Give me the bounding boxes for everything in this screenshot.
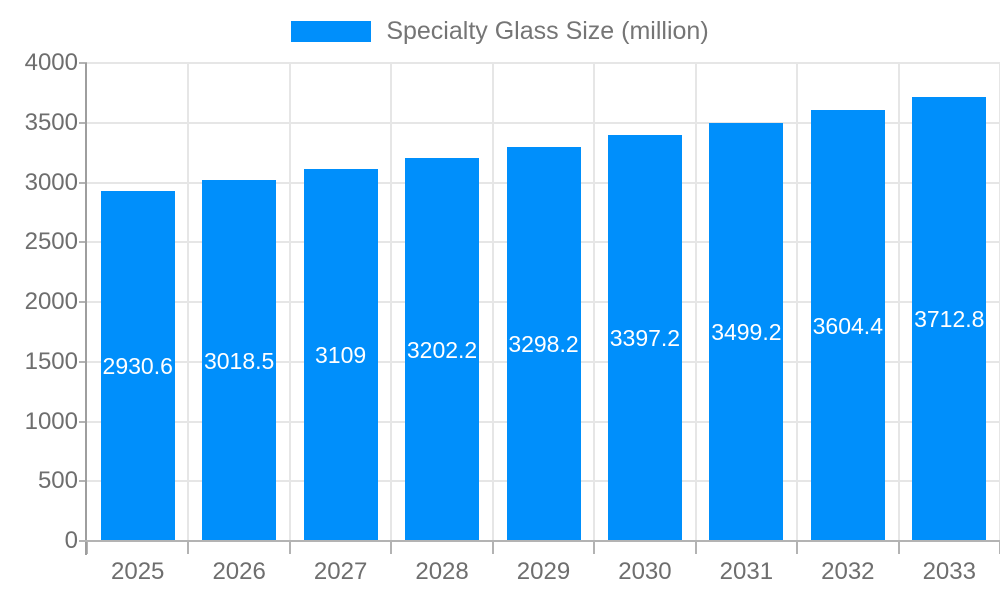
- y-tick: [79, 480, 87, 483]
- y-tick-label: 1000: [24, 407, 78, 435]
- x-tick: [288, 541, 291, 554]
- bar-2025[interactable]: [100, 190, 175, 541]
- legend-label[interactable]: Specialty Glass Size (million): [386, 17, 709, 45]
- bar-2029[interactable]: [506, 146, 581, 541]
- gridline-vertical: [593, 63, 596, 541]
- bar-2032[interactable]: [810, 110, 885, 541]
- gridline-vertical: [187, 63, 190, 541]
- gridline-vertical: [288, 63, 291, 541]
- gridline-vertical: [694, 63, 697, 541]
- legend[interactable]: Specialty Glass Size (million): [0, 17, 1000, 46]
- y-axis-line: [85, 63, 87, 555]
- x-tick-label-2025: 2025: [111, 558, 165, 585]
- bar-2030[interactable]: [607, 135, 682, 541]
- x-tick: [593, 541, 596, 554]
- x-tick: [86, 541, 88, 554]
- bar-2026[interactable]: [202, 180, 277, 541]
- bar-value-label: 3109: [315, 342, 367, 369]
- x-tick-label-2027: 2027: [313, 558, 368, 585]
- x-tick: [694, 541, 697, 554]
- bar-2028[interactable]: [405, 158, 480, 541]
- x-tick-label-2033: 2033: [922, 558, 976, 585]
- y-tick: [79, 241, 87, 244]
- gridline-vertical: [491, 63, 494, 541]
- y-tick: [79, 301, 87, 303]
- x-tick: [796, 541, 799, 554]
- x-tick-label-2026: 2026: [212, 558, 266, 585]
- y-tick-label: 3500: [24, 108, 78, 136]
- x-tick-label-2030: 2030: [618, 558, 672, 585]
- y-tick: [79, 181, 87, 184]
- bar-value-label: 3397.2: [609, 325, 681, 352]
- y-tick: [79, 121, 87, 124]
- x-tick: [187, 541, 190, 554]
- y-tick-label: 0: [64, 527, 78, 554]
- x-tick-label-2032: 2032: [821, 558, 875, 585]
- gridline-vertical: [897, 63, 900, 541]
- bar-value-label: 3604.4: [812, 312, 883, 339]
- bar-value-label: 3298.2: [508, 330, 579, 357]
- x-tick: [897, 541, 900, 554]
- y-tick-label: 2000: [24, 288, 78, 315]
- x-tick-label-2031: 2031: [719, 558, 774, 585]
- y-tick-label: 500: [37, 467, 78, 495]
- bar-value-label: 3018.5: [203, 347, 275, 374]
- gridline-horizontal: [87, 62, 1000, 64]
- gridline-vertical: [390, 63, 393, 541]
- x-axis-line: [79, 540, 1000, 542]
- x-tick-label-2029: 2029: [516, 558, 571, 585]
- bar-2033[interactable]: [912, 97, 987, 541]
- x-tick-label-2028: 2028: [415, 558, 469, 585]
- y-tick: [79, 360, 87, 363]
- y-tick: [79, 420, 87, 423]
- bar-value-label: 3499.2: [711, 318, 782, 345]
- gridline-horizontal: [87, 121, 1000, 124]
- bar-value-label: 2930.6: [102, 352, 173, 379]
- y-tick: [79, 62, 87, 64]
- x-tick: [491, 541, 494, 554]
- y-tick-label: 2500: [24, 228, 78, 256]
- y-tick-label: 4000: [24, 49, 78, 76]
- y-tick-label: 3000: [24, 168, 78, 196]
- gridline-vertical: [796, 63, 799, 541]
- x-tick: [390, 541, 393, 554]
- bar-value-label: 3202.2: [406, 336, 478, 363]
- bar-2031[interactable]: [709, 122, 784, 541]
- bar-2027[interactable]: [303, 169, 378, 541]
- bar-value-label: 3712.8: [914, 306, 985, 333]
- legend-swatch[interactable]: [291, 21, 372, 42]
- y-tick-label: 1500: [24, 347, 78, 375]
